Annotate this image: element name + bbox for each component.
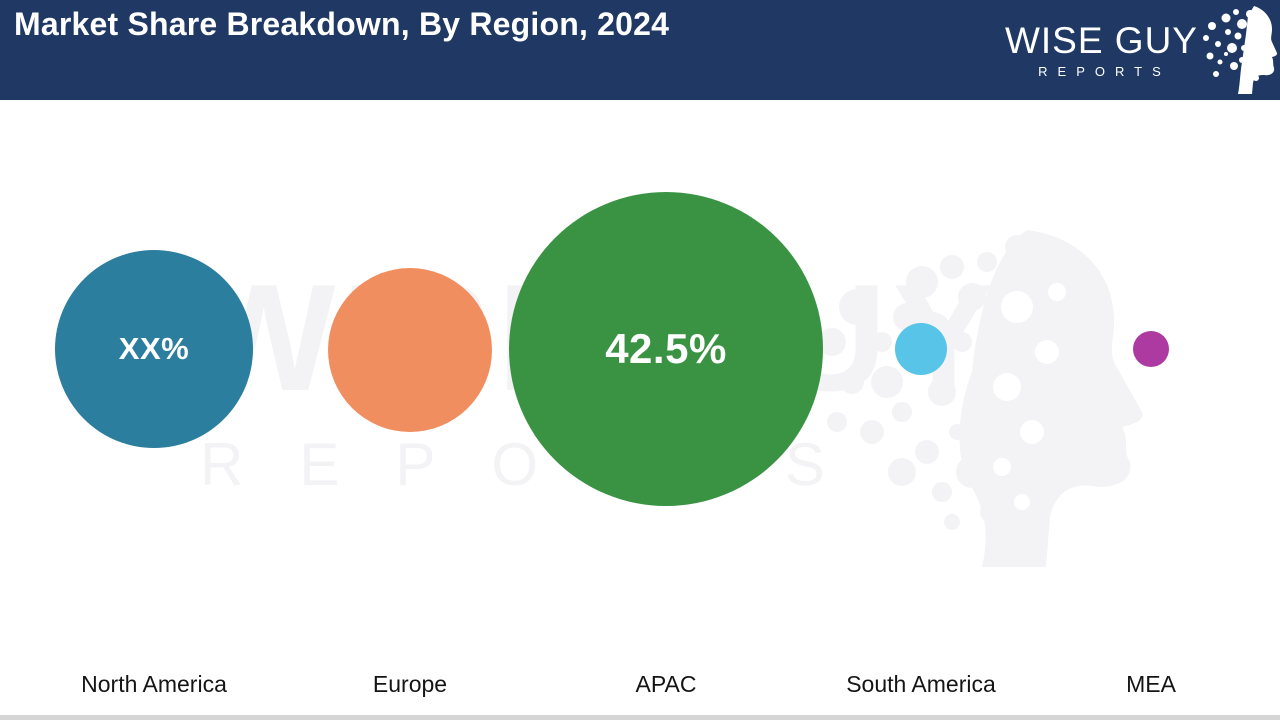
bubble-europe	[328, 268, 492, 432]
category-label-north-america: North America	[81, 671, 227, 697]
bubble-value-label: 42.5%	[605, 325, 727, 372]
logo-wordmark: WISE GUY	[1004, 19, 1198, 61]
logo-head-icon	[1203, 6, 1278, 94]
logo-text: WISE GUY REPORTS	[1005, 22, 1198, 79]
wise-guy-logo: WISE GUY REPORTS	[1005, 4, 1278, 96]
bubble-south-america	[895, 323, 947, 375]
watermark-head-icon	[818, 230, 1143, 567]
bottom-strip	[0, 715, 1280, 720]
header: Market Share Breakdown, By Region, 2024 …	[0, 0, 1280, 100]
category-label-mea: MEA	[1126, 671, 1176, 697]
page-title: Market Share Breakdown, By Region, 2024	[14, 6, 670, 42]
logo-subtitle: REPORTS	[1038, 63, 1171, 79]
bubble-apac: 42.5%	[509, 192, 823, 506]
category-label-apac: APAC	[635, 671, 697, 697]
category-label-south-america: South America	[846, 671, 996, 697]
bubble-north-america: XX%	[55, 250, 253, 448]
category-label-europe: Europe	[372, 671, 448, 697]
bubble-mea	[1133, 331, 1169, 367]
bubble-value-label: XX%	[118, 331, 190, 366]
